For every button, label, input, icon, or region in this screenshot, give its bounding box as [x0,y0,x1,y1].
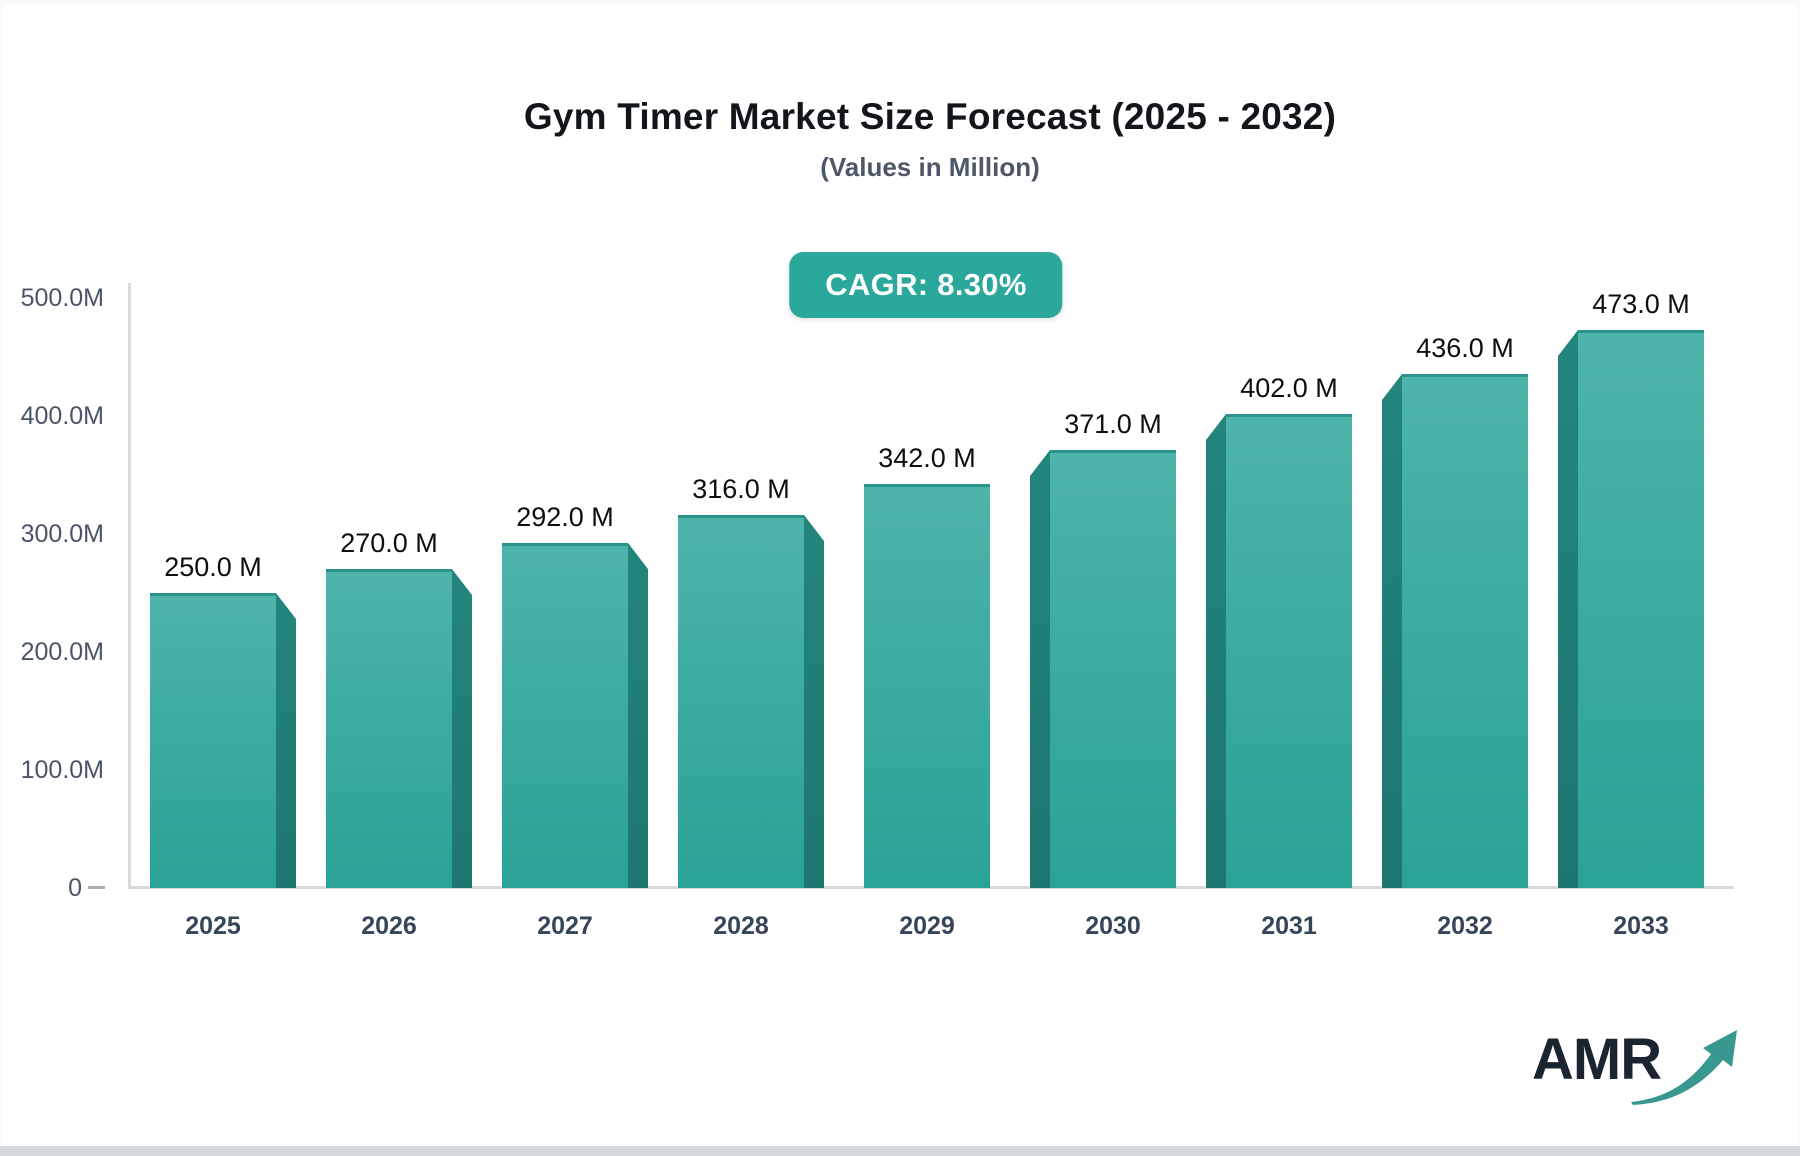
amr-logo-text: AMR [1532,1027,1662,1092]
bar-value-label: 402.0 M [1240,373,1338,403]
bar-side-face-2032 [1382,374,1402,888]
x-tick-label: 2027 [537,912,593,940]
x-tick-label: 2030 [1085,912,1141,940]
page-bottom-strip [0,1146,1800,1156]
y-tick-label: 0 [68,874,82,902]
cagr-badge: CAGR: 8.30% [789,252,1063,318]
bar-side-face-2031 [1206,414,1226,888]
chart-title: Gym Timer Market Size Forecast (2025 - 2… [523,96,1337,137]
y-tick-label: 100.0M [20,756,104,784]
bar-side-face-2026 [452,569,472,888]
y-tick-label: 400.0M [20,402,104,430]
bar-2030 [1050,450,1176,888]
bar-2031 [1226,414,1352,888]
bar-value-label: 436.0 M [1416,333,1514,363]
y-tick-label: 500.0M [20,284,104,312]
bar-2027 [502,543,628,888]
x-tick-label: 2033 [1613,912,1669,940]
bar-side-face-2027 [628,543,648,888]
bar-side-face-2028 [804,515,824,888]
y-tick-label: 300.0M [20,520,104,548]
x-tick-label: 2026 [361,912,417,940]
bar-2033 [1578,330,1704,888]
bar-side-face-2030 [1030,450,1050,888]
x-tick-label: 2032 [1437,912,1493,940]
zero-tick-mark [88,886,105,889]
bar-side-face-2033 [1558,330,1578,888]
bar-value-label: 316.0 M [692,474,790,504]
bar-2025 [150,593,276,888]
bar-value-label: 371.0 M [1064,409,1162,439]
x-tick-label: 2025 [185,912,241,940]
bar-2026 [326,569,452,888]
bar-value-label: 250.0 M [164,552,262,582]
x-tick-label: 2029 [899,912,955,940]
x-tick-label: 2031 [1261,912,1317,940]
bar-value-label: 342.0 M [878,443,976,473]
bar-2029 [864,484,990,888]
bar-value-label: 292.0 M [516,502,614,532]
x-tick-label: 2028 [713,912,769,940]
chart-subtitle: (Values in Million) [820,152,1040,182]
bar-value-label: 270.0 M [340,528,438,558]
amr-logo: AMR [1532,1026,1742,1121]
bar-value-label: 473.0 M [1592,289,1690,319]
bar-side-face-2025 [276,593,296,888]
y-axis-line [128,283,131,889]
y-tick-label: 200.0M [20,638,104,666]
growth-arrow-icon [1631,1030,1737,1105]
bar-2032 [1402,374,1528,888]
bar-2028 [678,515,804,888]
